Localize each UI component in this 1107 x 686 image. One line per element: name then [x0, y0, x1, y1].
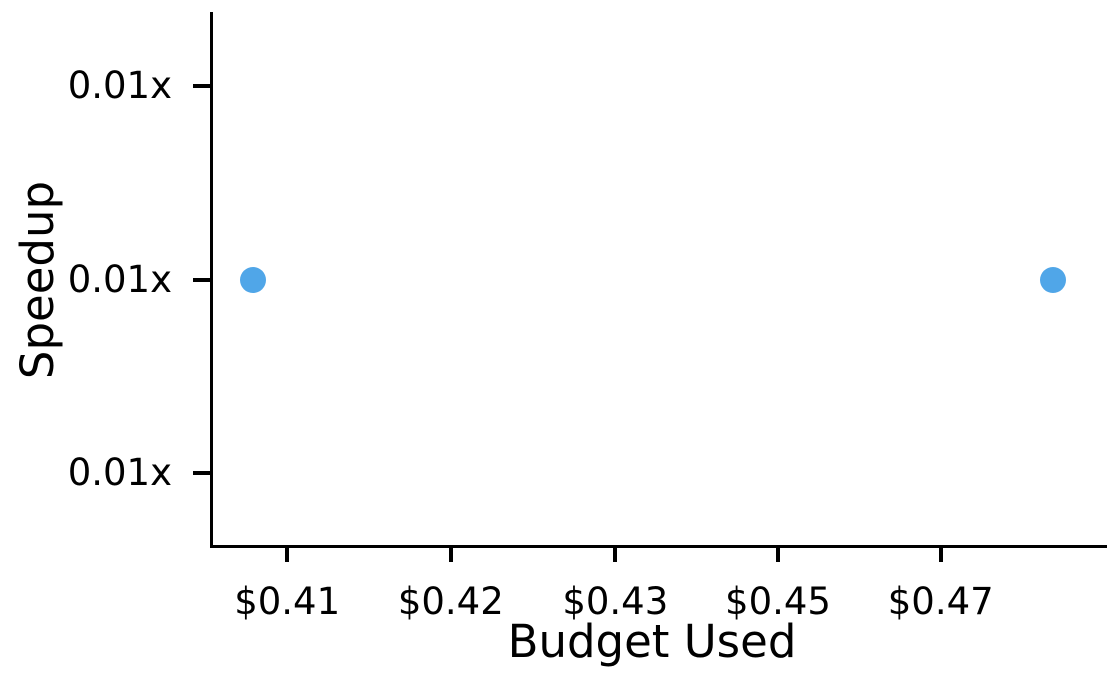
y-tick-label: 0.01x: [67, 451, 172, 495]
x-axis-label: Budget Used: [507, 615, 797, 668]
plot-area: [210, 12, 1107, 548]
y-tick-mark: [193, 278, 212, 283]
x-tick-mark: [448, 545, 453, 562]
data-point: [1040, 267, 1067, 294]
x-tick-label: $0.42: [397, 580, 504, 623]
y-tick-label: 0.01x: [67, 64, 172, 108]
x-tick-label: $0.41: [234, 580, 341, 623]
y-tick-mark: [193, 84, 212, 89]
x-tick-label: $0.43: [562, 580, 669, 623]
x-tick-mark: [938, 545, 943, 562]
x-tick-label: $0.47: [887, 580, 994, 623]
x-tick-mark: [613, 545, 618, 562]
x-tick-mark: [285, 545, 290, 562]
y-tick-label: 0.01x: [67, 258, 172, 302]
y-tick-mark: [193, 471, 212, 476]
y-axis-label: Speedup: [11, 180, 64, 380]
x-tick-label: $0.45: [725, 580, 831, 623]
x-tick-mark: [776, 545, 780, 562]
data-point: [240, 267, 267, 294]
